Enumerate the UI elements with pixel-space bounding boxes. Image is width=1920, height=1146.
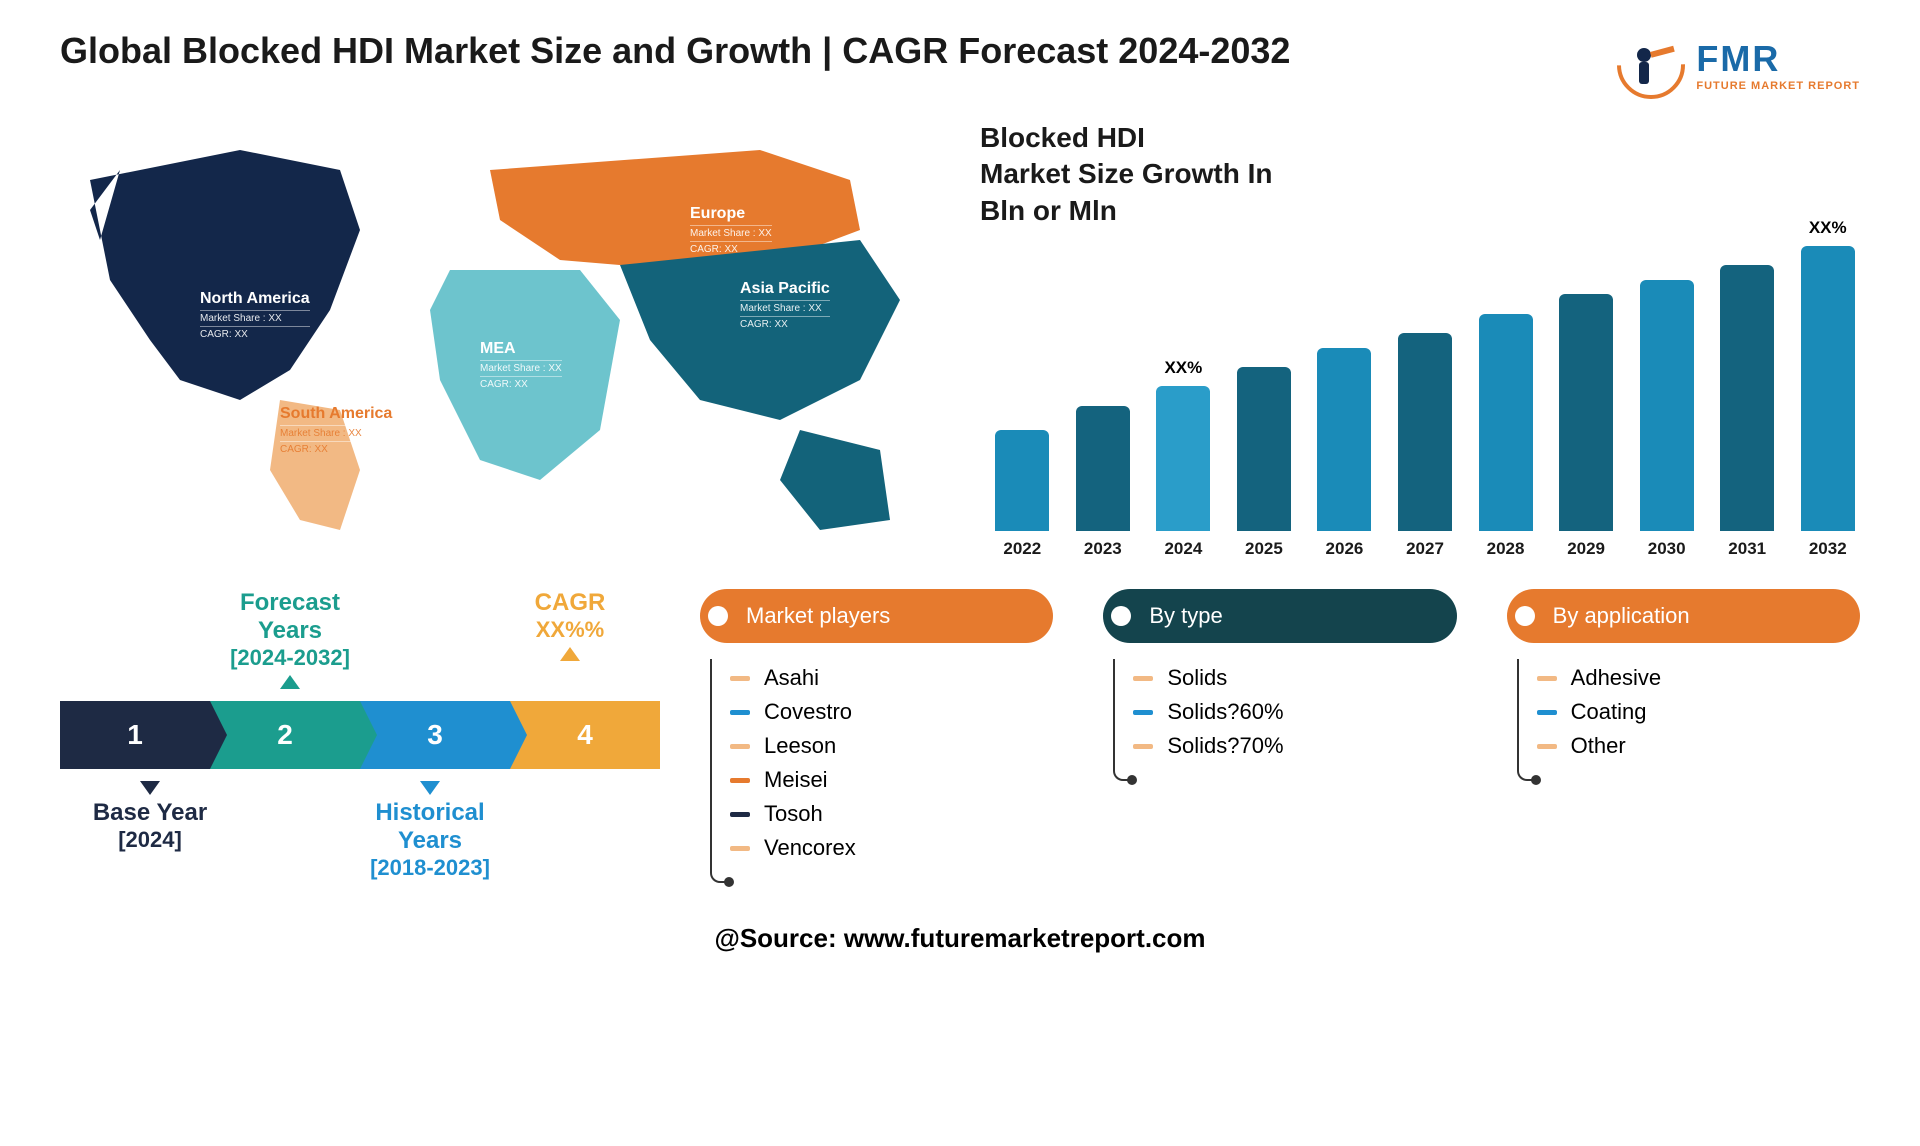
bar-year-label: 2028: [1487, 539, 1525, 559]
bar-year-label: 2029: [1567, 539, 1605, 559]
pill-column-by-application: By application Adhesive Coating Other: [1507, 589, 1860, 883]
bars-container: 20222023XX%20242025202620272028202920302…: [980, 239, 1860, 559]
list-item: Adhesive: [1537, 665, 1662, 691]
list-item: Solids?60%: [1133, 699, 1283, 725]
list-item: Tosoh: [730, 801, 856, 827]
bar-year-label: 2025: [1245, 539, 1283, 559]
list-item: Solids: [1133, 665, 1283, 691]
timeline-label: Historical Years[2018-2023]: [360, 781, 500, 881]
list-item: Leeson: [730, 733, 856, 759]
bar-2022: 2022: [990, 430, 1055, 560]
region-label-north-america: North AmericaMarket Share : XXCAGR: XX: [200, 290, 310, 340]
list-item: Coating: [1537, 699, 1662, 725]
logo-main-text: FMR: [1696, 38, 1860, 80]
bar-year-label: 2022: [1003, 539, 1041, 559]
logo: FMR FUTURE MARKET REPORT: [1616, 30, 1860, 100]
bar-2025: 2025: [1232, 367, 1297, 559]
pill-column-by-type: By type Solids Solids?60% Solids?70%: [1103, 589, 1456, 883]
pill-header: Market players: [700, 589, 1053, 643]
bar-year-label: 2024: [1164, 539, 1202, 559]
pill-header: By type: [1103, 589, 1456, 643]
telescope-person-icon: [1616, 30, 1686, 100]
region-label-asia-pacific: Asia PacificMarket Share : XXCAGR: XX: [740, 280, 830, 330]
bar-2028: 2028: [1473, 314, 1538, 560]
bar-2027: 2027: [1393, 333, 1458, 559]
pill-header: By application: [1507, 589, 1860, 643]
bar-2024: XX%2024: [1151, 386, 1216, 559]
chart-title: Blocked HDIMarket Size Growth InBln or M…: [980, 120, 1860, 229]
list-item: Meisei: [730, 767, 856, 793]
bar-chart: Blocked HDIMarket Size Growth InBln or M…: [980, 120, 1860, 559]
pill-column-market-players: Market players Asahi Covestro Leeson Meisei T…: [700, 589, 1053, 883]
region-label-europe: EuropeMarket Share : XXCAGR: XX: [690, 205, 772, 255]
source-citation: @Source: www.futuremarketreport.com: [60, 923, 1860, 954]
list-item: Other: [1537, 733, 1662, 759]
list-item: Asahi: [730, 665, 856, 691]
bar-annotation: XX%: [1809, 218, 1847, 238]
timeline-cell-3: 3: [360, 701, 510, 769]
timeline-label: Base Year[2024]: [80, 781, 220, 853]
list-item: Solids?70%: [1133, 733, 1283, 759]
timeline-cell-2: 2: [210, 701, 360, 769]
timeline-label: Forecast Years[2024-2032]: [220, 589, 360, 689]
timeline-label: CAGRXX%%: [500, 589, 640, 661]
bar-2032: XX%2032: [1795, 246, 1860, 559]
bar-year-label: 2031: [1728, 539, 1766, 559]
world-map: North AmericaMarket Share : XXCAGR: XX So…: [60, 120, 940, 540]
bar-year-label: 2030: [1648, 539, 1686, 559]
bar-year-label: 2032: [1809, 539, 1847, 559]
list-item: Covestro: [730, 699, 856, 725]
bar-year-label: 2027: [1406, 539, 1444, 559]
timeline: Forecast Years[2024-2032] CAGRXX%% 1234 B…: [60, 589, 660, 881]
page-title: Global Blocked HDI Market Size and Growt…: [60, 30, 1290, 72]
map-svg: [60, 120, 940, 540]
bar-2026: 2026: [1312, 348, 1377, 560]
timeline-cell-4: 4: [510, 701, 660, 769]
bar-year-label: 2026: [1326, 539, 1364, 559]
bar-2029: 2029: [1554, 294, 1619, 559]
bar-year-label: 2023: [1084, 539, 1122, 559]
list-item: Vencorex: [730, 835, 856, 861]
bar-2030: 2030: [1634, 280, 1699, 559]
logo-sub-text: FUTURE MARKET REPORT: [1696, 80, 1860, 92]
category-columns: Market players Asahi Covestro Leeson Meisei T…: [700, 589, 1860, 883]
region-label-mea: MEAMarket Share : XXCAGR: XX: [480, 340, 562, 390]
region-label-south-america: South AmericaMarket Share : XXCAGR: XX: [280, 405, 392, 455]
timeline-cell-1: 1: [60, 701, 210, 769]
bar-2023: 2023: [1071, 406, 1136, 560]
bar-annotation: XX%: [1164, 358, 1202, 378]
header: Global Blocked HDI Market Size and Growt…: [60, 30, 1860, 100]
bar-2031: 2031: [1715, 265, 1780, 559]
